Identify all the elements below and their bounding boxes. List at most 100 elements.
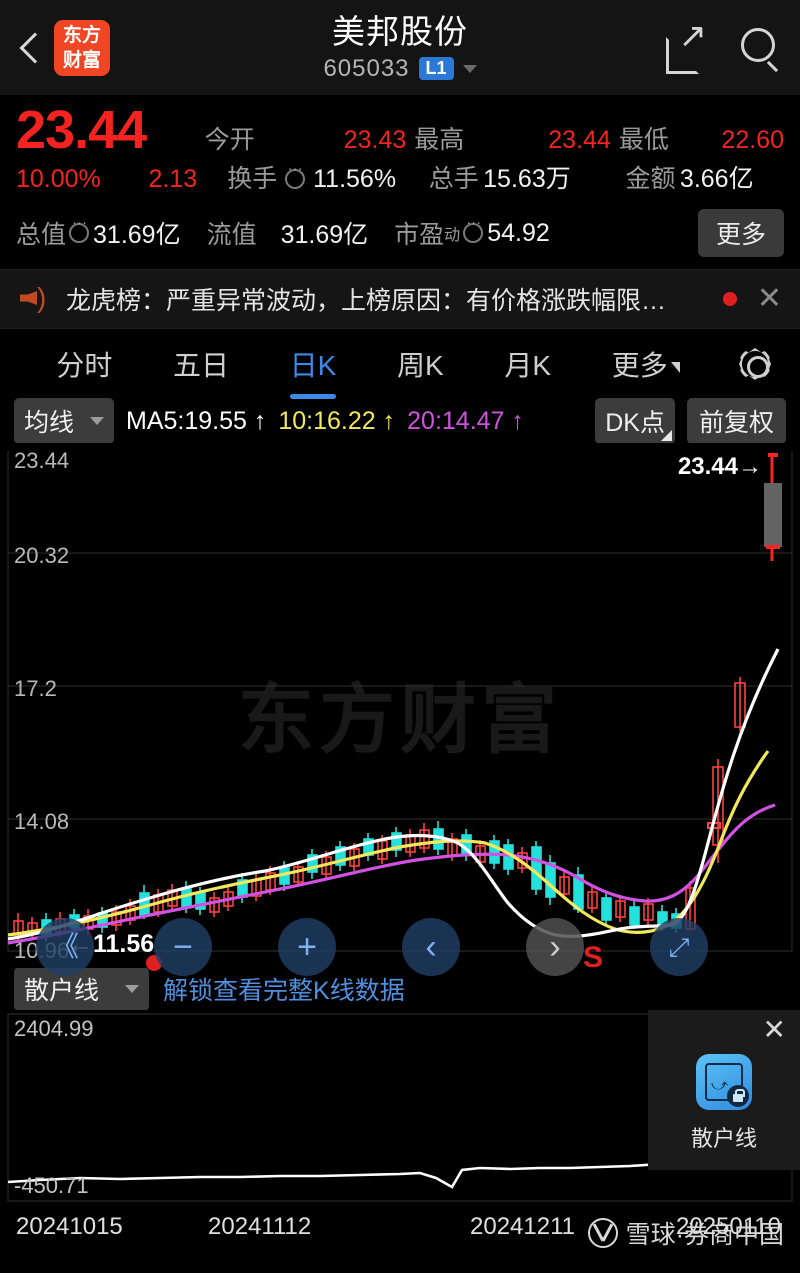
zoom-out-button[interactable]: − xyxy=(154,918,212,976)
ma20-value: 20:14.47 ↑ xyxy=(407,406,524,435)
chevron-down-icon xyxy=(90,417,105,425)
pe-sup-label: 动 xyxy=(444,227,461,244)
stock-name: 美邦股份 xyxy=(332,12,468,50)
next-button[interactable]: › xyxy=(526,918,584,976)
kline-svg xyxy=(7,451,793,952)
locked-indicator-label: 散户线 xyxy=(690,1126,757,1151)
sub-indicator-label: 散户线 xyxy=(24,977,100,1005)
info-icon[interactable] xyxy=(69,214,90,243)
collapse-icon: 《 xyxy=(50,931,79,962)
fullscreen-button[interactable]: ⤢ xyxy=(650,918,708,976)
market-cap-value: 31.69亿 xyxy=(93,221,181,249)
high-label: 最高 xyxy=(414,126,465,154)
logo-line-2: 财富 xyxy=(62,48,101,71)
dk-point-button[interactable]: DK点 xyxy=(595,398,675,444)
close-icon[interactable]: ✕ xyxy=(762,1014,786,1045)
sub-chart-bottom-label: -450.71 xyxy=(14,1173,89,1198)
change-percent: 10.00% xyxy=(16,165,101,193)
amount-value: 3.66亿 xyxy=(679,165,754,193)
gear-icon[interactable] xyxy=(736,345,774,383)
sub-indicator-select[interactable]: 散户线 xyxy=(14,967,150,1011)
date-axis: 20241015 20241112 20241211 20250110 雪球·券… xyxy=(0,1205,800,1261)
low-cell: 最低 22.60 xyxy=(619,120,784,156)
tab-wuri[interactable]: 五日 xyxy=(173,350,230,381)
open-value: 23.43 xyxy=(343,126,407,154)
quote-panel: 23.44 今开 23.43 最高 23.44 最低 22.60 10.00% … xyxy=(0,95,800,269)
sub-chart-top-label: 2404.99 xyxy=(14,1016,94,1041)
tab-daily-k[interactable]: 日K xyxy=(259,344,366,384)
y-axis-label-3: 17.2 xyxy=(14,676,57,701)
volume-cell: 总手 15.63万 xyxy=(429,159,618,195)
tab-weekly-k[interactable]: 周K xyxy=(397,350,444,381)
chevron-down-icon xyxy=(125,985,140,993)
prev-button[interactable]: ‹ xyxy=(402,918,460,976)
xueqiu-logo-icon xyxy=(587,1218,618,1248)
amount-label: 金额 xyxy=(625,165,676,193)
y-axis-label-2: 20.32 xyxy=(14,543,70,568)
stock-code-row[interactable]: 605033 L1 xyxy=(323,54,477,83)
ma5-value: MA5:19.55 ↑ xyxy=(126,406,267,435)
locked-chart-icon: ⤻ xyxy=(696,1054,752,1110)
tab-fenshi[interactable]: 分时 xyxy=(56,350,113,381)
tab-more[interactable]: 更多 xyxy=(581,344,710,384)
market-cap-label: 总值 xyxy=(16,221,67,249)
sell-signal-marker: S xyxy=(583,941,604,974)
level-badge[interactable]: L1 xyxy=(418,57,454,80)
back-button[interactable] xyxy=(18,29,40,67)
chart-tabs: 分时 五日 日K 周K 月K 更多 xyxy=(0,329,800,399)
quote-row-1: 23.44 今开 23.43 最高 23.44 最低 22.60 xyxy=(16,99,784,161)
app-header: 东方 财富 美邦股份 605033 L1 xyxy=(0,0,800,95)
locked-indicator-panel[interactable]: ✕ ⤻ 散户线 xyxy=(648,1010,800,1170)
stock-code: 605033 xyxy=(323,54,410,82)
minus-icon: − xyxy=(173,928,193,966)
search-icon[interactable] xyxy=(740,27,782,69)
date-tick-4: 20250110 xyxy=(676,1213,781,1240)
open-label: 今开 xyxy=(204,126,255,154)
info-icon[interactable] xyxy=(284,160,305,189)
news-text[interactable]: 龙虎榜：严重异常波动，上榜原因：有价格涨跌幅限… xyxy=(66,287,667,315)
high-cell: 最高 23.44 xyxy=(414,120,611,156)
pe-value: 54.92 xyxy=(487,218,550,247)
chart-spark-icon: ⤻ xyxy=(711,1077,729,1094)
more-button[interactable]: 更多 xyxy=(697,209,784,257)
main-kline-chart[interactable]: 东方财富 xyxy=(0,443,800,976)
lock-badge-icon xyxy=(727,1085,749,1107)
icon-frame xyxy=(705,1063,743,1101)
date-tick-3: 20241211 xyxy=(470,1213,575,1240)
eastmoney-logo[interactable]: 东方 财富 xyxy=(54,19,110,76)
news-banner[interactable]: 龙虎榜：严重异常波动，上榜原因：有价格涨跌幅限… ✕ xyxy=(0,269,800,329)
zoom-in-button[interactable]: + xyxy=(278,918,336,976)
unlock-kline-link[interactable]: 解锁查看完整K线数据 xyxy=(163,977,405,1005)
sub-indicator-bar: 散户线 解锁查看完整K线数据 xyxy=(0,967,800,1011)
tab-monthly-k[interactable]: 月K xyxy=(504,350,552,381)
watermark-text: 雪球·券商中国 xyxy=(625,1221,784,1249)
date-tick-2: 20241112 xyxy=(208,1213,312,1240)
change-absolute: 2.13 xyxy=(148,165,198,193)
speaker-icon xyxy=(18,281,52,315)
adjust-mode-button[interactable]: 前复权 xyxy=(686,398,786,444)
y-axis-label-1: 23.44 xyxy=(14,448,70,473)
last-candle xyxy=(764,453,782,561)
ma-select-label: 均线 xyxy=(24,409,75,437)
ma10-value: 10:16.22 ↑ xyxy=(278,406,396,435)
ma-select[interactable]: 均线 xyxy=(14,398,115,444)
float-cap-label: 流值 xyxy=(206,221,257,249)
share-icon[interactable] xyxy=(666,19,707,74)
date-tick-1: 20241015 xyxy=(16,1213,123,1240)
unread-dot-icon xyxy=(722,292,737,306)
turnover-value: 11.56% xyxy=(313,165,397,193)
logo-line-1: 东方 xyxy=(62,23,101,46)
collapse-button[interactable]: 《 xyxy=(36,918,94,976)
volume-value: 15.63万 xyxy=(483,165,571,193)
float-cap-value: 31.69亿 xyxy=(280,221,369,249)
last-price-tag: 23.44→ xyxy=(677,453,762,480)
chevron-down-icon[interactable] xyxy=(462,64,477,73)
quote-row-3: 总值 31.69亿 流值 31.69亿 市盈 动 54.92 更多 xyxy=(16,207,784,259)
current-price: 23.44 xyxy=(16,100,147,160)
xueqiu-watermark: 雪球·券商中国 xyxy=(587,1215,784,1251)
sub-indicator-chart[interactable]: 2404.99 -450.71 ✕ ⤻ 散户线 xyxy=(0,1010,800,1205)
close-icon[interactable]: ✕ xyxy=(756,282,782,315)
header-actions xyxy=(666,19,782,74)
low-label: 最低 xyxy=(618,126,669,154)
info-icon[interactable] xyxy=(463,214,484,243)
